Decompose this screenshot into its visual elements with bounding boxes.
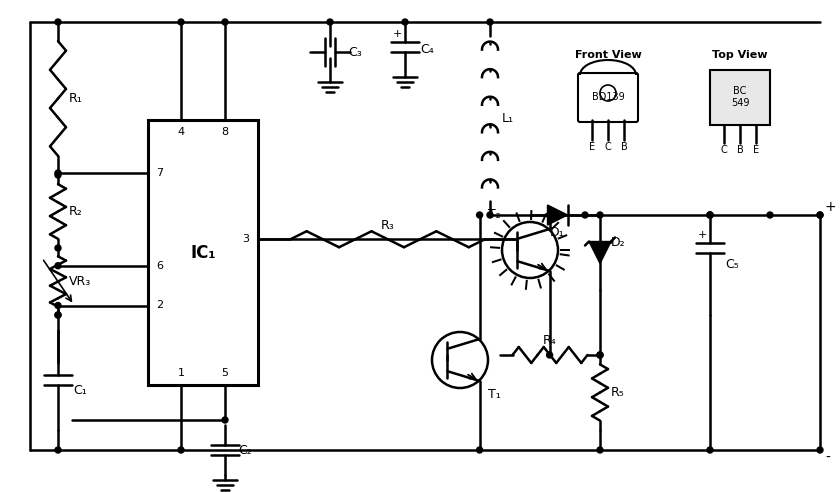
Circle shape	[55, 170, 61, 176]
Text: VR₃: VR₃	[69, 275, 91, 288]
Circle shape	[55, 447, 61, 453]
Text: Front View: Front View	[575, 50, 642, 60]
Text: BC
549: BC 549	[731, 86, 749, 108]
Circle shape	[547, 212, 553, 218]
Circle shape	[817, 212, 823, 218]
Text: D₂: D₂	[611, 236, 625, 249]
Text: R₄: R₄	[543, 335, 557, 347]
Circle shape	[597, 212, 603, 218]
Text: C₂: C₂	[238, 443, 252, 457]
Circle shape	[597, 352, 603, 358]
Text: 4: 4	[177, 127, 185, 137]
Circle shape	[707, 212, 713, 218]
Text: C: C	[605, 142, 612, 152]
Circle shape	[327, 19, 333, 25]
Circle shape	[476, 212, 483, 218]
Circle shape	[222, 19, 228, 25]
Circle shape	[476, 447, 483, 453]
Text: L₁: L₁	[502, 112, 514, 125]
Text: 7: 7	[156, 168, 164, 178]
Text: R₂: R₂	[69, 205, 83, 218]
Circle shape	[487, 19, 493, 25]
Text: 8: 8	[222, 127, 228, 137]
Circle shape	[487, 212, 493, 218]
Circle shape	[55, 303, 61, 308]
Text: 6: 6	[156, 261, 164, 271]
Text: R₁: R₁	[69, 92, 83, 105]
Circle shape	[55, 312, 61, 318]
Circle shape	[178, 19, 184, 25]
Circle shape	[402, 19, 408, 25]
Text: 2: 2	[156, 301, 164, 310]
Text: BD139: BD139	[591, 92, 624, 102]
Text: +: +	[392, 29, 402, 39]
Circle shape	[707, 212, 713, 218]
Circle shape	[55, 245, 61, 251]
Circle shape	[222, 417, 228, 423]
Text: R₅: R₅	[612, 386, 625, 399]
Text: 1: 1	[177, 368, 185, 378]
Text: D₁: D₁	[550, 226, 564, 240]
Circle shape	[55, 172, 61, 178]
Text: E: E	[589, 142, 595, 152]
Circle shape	[55, 19, 61, 25]
Bar	[148, 120, 258, 385]
Polygon shape	[589, 242, 611, 264]
Text: -: -	[825, 451, 830, 465]
Circle shape	[707, 212, 713, 218]
Circle shape	[547, 352, 553, 358]
Text: C₃: C₃	[348, 45, 362, 59]
FancyBboxPatch shape	[710, 70, 770, 125]
Text: E: E	[753, 145, 759, 155]
Polygon shape	[548, 205, 568, 225]
Text: C: C	[721, 145, 727, 155]
Circle shape	[582, 212, 588, 218]
Text: R₃: R₃	[381, 219, 395, 232]
Circle shape	[55, 312, 61, 318]
Circle shape	[597, 447, 603, 453]
Circle shape	[817, 212, 823, 218]
Text: C₄: C₄	[420, 43, 434, 56]
Text: +: +	[697, 230, 706, 240]
Circle shape	[597, 352, 603, 358]
Text: B: B	[621, 142, 627, 152]
Circle shape	[707, 447, 713, 453]
Text: T₂: T₂	[488, 208, 501, 220]
Circle shape	[767, 212, 773, 218]
Text: +: +	[825, 200, 837, 214]
Text: C₅: C₅	[725, 258, 739, 272]
Circle shape	[817, 447, 823, 453]
Text: T₁: T₁	[488, 388, 501, 400]
Text: 5: 5	[222, 368, 228, 378]
Circle shape	[55, 263, 61, 269]
Text: 3: 3	[243, 234, 249, 244]
Text: B: B	[737, 145, 743, 155]
Text: Top View: Top View	[712, 50, 768, 60]
Text: IC₁: IC₁	[190, 244, 216, 262]
Circle shape	[178, 447, 184, 453]
Text: C₁: C₁	[73, 383, 87, 397]
